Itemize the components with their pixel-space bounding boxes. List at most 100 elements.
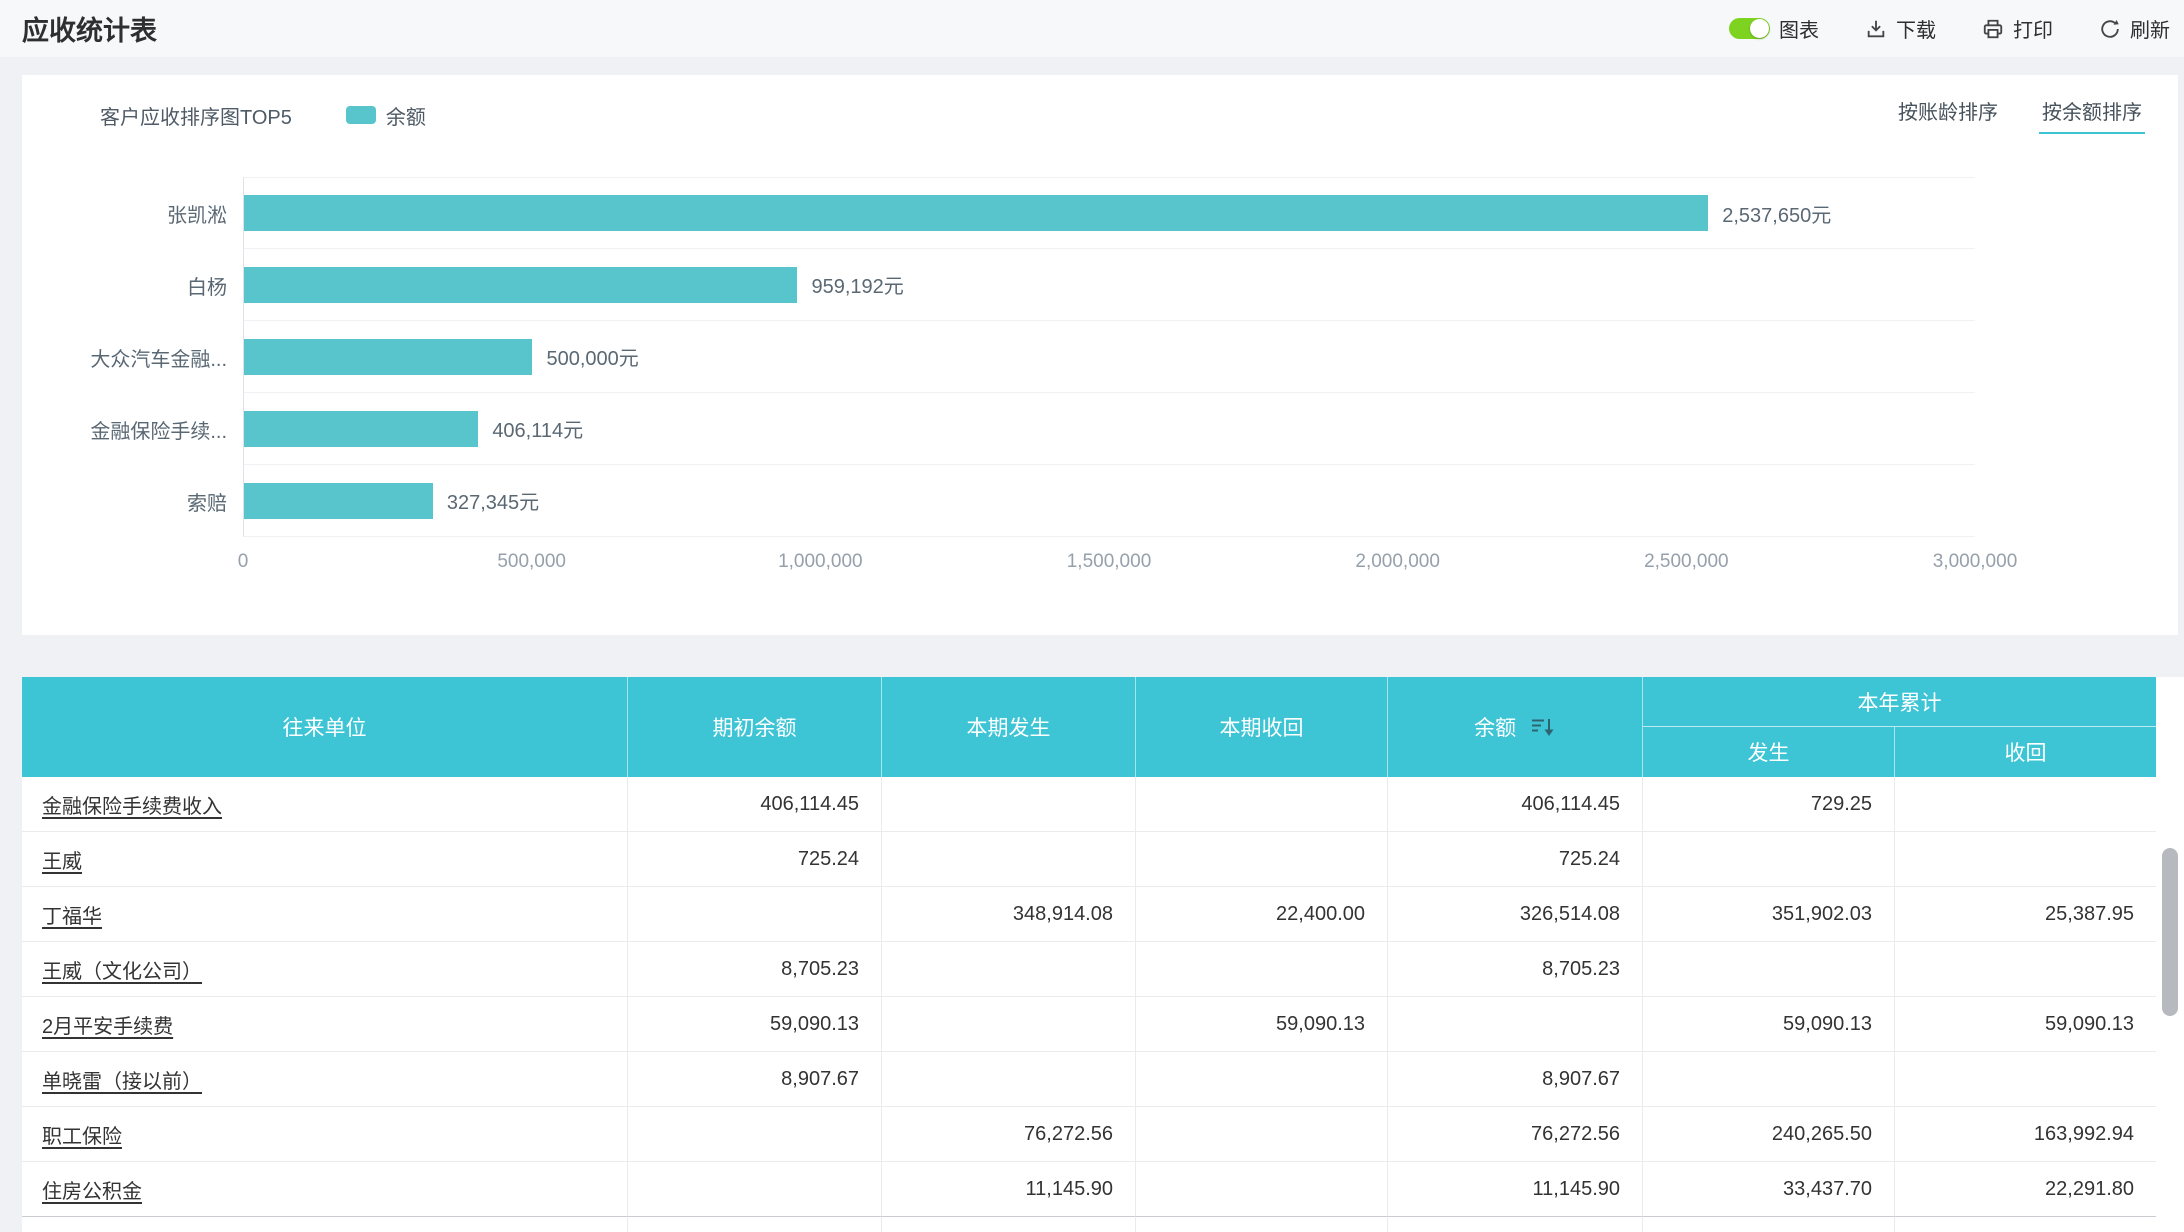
cell-unit: 丁福华 xyxy=(22,887,628,942)
cell-ytd-incurred xyxy=(1643,832,1895,887)
unit-link[interactable]: 王威（文化公司） xyxy=(42,960,202,983)
unit-link[interactable]: 2月平安手续费 xyxy=(42,1015,174,1038)
chart-panel: 客户应收排序图TOP5 余额 按账龄排序 按余额排序 张凯淞 2,537,650元白… xyxy=(22,75,2178,635)
cell-period-received xyxy=(1136,832,1388,887)
scrollbar-thumb[interactable] xyxy=(2162,848,2178,1016)
download-button[interactable]: 下载 xyxy=(1865,14,1936,43)
bar-row: 大众汽车金融... 500,000元 xyxy=(22,321,2178,393)
cell-opening-balance: 8,705.23 xyxy=(628,942,882,997)
refresh-button[interactable]: 刷新 xyxy=(2099,14,2170,43)
x-axis-tick: 1,000,000 xyxy=(778,551,863,572)
unit-link[interactable]: 单晓雷（接以前） xyxy=(42,1070,202,1093)
cell-unit: 住房公积金 xyxy=(22,1162,628,1217)
cell-opening-balance: 725.24 xyxy=(628,832,882,887)
bar-track: 327,345元 xyxy=(243,465,1975,537)
bar-fill xyxy=(244,266,798,303)
chart-toggle-switch[interactable] xyxy=(1729,18,1770,39)
cell-period-received: 59,090.13 xyxy=(1136,997,1388,1052)
cell-ytd-received: 22,291.80 xyxy=(1895,1162,2156,1217)
table-row-partial xyxy=(22,1217,2156,1232)
table-row: 单晓雷（接以前） 8,907.67 8,907.67 xyxy=(22,1052,2156,1107)
sort-tab-by-aging[interactable]: 按账龄排序 xyxy=(1898,102,1998,124)
cell-period-incurred xyxy=(882,1052,1136,1107)
cell-unit: 2月平安手续费 xyxy=(22,997,628,1052)
cell-opening-balance: 406,114.45 xyxy=(628,777,882,832)
chart-toggle-group[interactable]: 图表 xyxy=(1729,14,1819,43)
cell-ytd-incurred: 351,902.03 xyxy=(1643,887,1895,942)
unit-link[interactable]: 职工保险 xyxy=(42,1125,122,1148)
unit-link[interactable]: 丁福华 xyxy=(42,905,102,928)
cell-ytd-received: 25,387.95 xyxy=(1895,887,2156,942)
chart-legend: 余额 xyxy=(345,101,426,130)
table-row: 金融保险手续费收入 406,114.45 406,114.45 729.25 xyxy=(22,777,2156,832)
header-ytd-incurred: 发生 xyxy=(1643,727,1895,777)
cell-ytd-incurred xyxy=(1643,1052,1895,1107)
receivables-table: 往来单位 期初余额 本期发生 本期收回 余额 xyxy=(22,677,2156,1232)
bar-track: 406,114元 xyxy=(243,393,1975,465)
header-balance-label: 余额 xyxy=(1474,717,1517,740)
cell-unit: 王威（文化公司） xyxy=(22,942,628,997)
bar-category-label: 金融保险手续... xyxy=(90,420,227,443)
bar-chart-rows: 张凯淞 2,537,650元 白杨 959,192元 大众汽车金融... 500,000元… xyxy=(22,177,2178,537)
cell-empty xyxy=(882,1217,1136,1232)
bar-chart: 张凯淞 2,537,650元 白杨 959,192元 大众汽车金融... 500,000元… xyxy=(22,177,2178,579)
refresh-icon xyxy=(2101,19,2119,38)
cell-empty xyxy=(1643,1217,1895,1232)
cell-period-incurred xyxy=(882,777,1136,832)
cell-ytd-received xyxy=(1895,942,2156,997)
cell-period-received xyxy=(1136,777,1388,832)
cell-empty xyxy=(22,1217,628,1232)
unit-link[interactable]: 住房公积金 xyxy=(42,1180,142,1203)
cell-ytd-incurred: 59,090.13 xyxy=(1643,997,1895,1052)
cell-period-incurred: 76,272.56 xyxy=(882,1107,1136,1162)
header-unit: 往来单位 xyxy=(22,677,628,777)
print-button[interactable]: 打印 xyxy=(1982,14,2053,43)
cell-ytd-received: 163,992.94 xyxy=(1895,1107,2156,1162)
cell-balance: 76,272.56 xyxy=(1388,1107,1643,1162)
bar-row: 索赔 327,345元 xyxy=(22,465,2178,537)
cell-opening-balance xyxy=(628,887,882,942)
table-scrollbar xyxy=(2156,677,2184,1232)
cell-ytd-received xyxy=(1895,832,2156,887)
sort-tabs: 按账龄排序 按余额排序 xyxy=(1895,96,2145,134)
bar-value-label: 327,345元 xyxy=(446,492,540,514)
chart-toggle-label: 图表 xyxy=(1779,20,1819,42)
bar-value-label: 500,000元 xyxy=(546,348,639,370)
cell-ytd-incurred: 729.25 xyxy=(1643,777,1895,832)
cell-unit: 单晓雷（接以前） xyxy=(22,1052,628,1107)
sort-descending-icon xyxy=(1531,719,1554,736)
top-bar: 应收统计表 图表 下载 打印 刷新 xyxy=(0,0,2184,57)
header-ytd-received: 收回 xyxy=(1895,727,2156,777)
chart-header: 客户应收排序图TOP5 余额 按账龄排序 按余额排序 xyxy=(22,75,2178,134)
cell-period-received xyxy=(1136,1052,1388,1107)
cell-period-received xyxy=(1136,1162,1388,1217)
cell-balance: 11,145.90 xyxy=(1388,1162,1643,1217)
table-row: 住房公积金 11,145.90 11,145.90 33,437.70 22,291.8… xyxy=(22,1162,2156,1217)
x-axis-tick: 1,500,000 xyxy=(1066,551,1152,572)
cell-balance: 8,705.23 xyxy=(1388,942,1643,997)
cell-period-incurred xyxy=(882,832,1136,887)
bar-row: 金融保险手续... 406,114元 xyxy=(22,393,2178,465)
cell-balance: 326,514.08 xyxy=(1388,887,1643,942)
cell-opening-balance: 59,090.13 xyxy=(628,997,882,1052)
cell-ytd-received xyxy=(1895,777,2156,832)
cell-unit: 王威 xyxy=(22,832,628,887)
cell-empty xyxy=(628,1217,882,1232)
cell-balance: 725.24 xyxy=(1388,832,1643,887)
unit-link[interactable]: 王威 xyxy=(42,850,82,873)
unit-link[interactable]: 金融保险手续费收入 xyxy=(42,795,222,818)
cell-unit: 金融保险手续费收入 xyxy=(22,777,628,832)
sort-tab-by-balance[interactable]: 按余额排序 xyxy=(2039,96,2145,134)
table-row: 丁福华 348,914.08 22,400.00 326,514.08 351,902.… xyxy=(22,887,2156,942)
x-axis-tick: 3,000,000 xyxy=(1932,551,2018,572)
cell-unit: 职工保险 xyxy=(22,1107,628,1162)
chart-title: 客户应收排序图TOP5 xyxy=(100,106,292,129)
bar-track: 2,537,650元 xyxy=(243,177,1975,249)
header-balance-sort[interactable]: 余额 xyxy=(1388,677,1643,777)
header-period-received: 本期收回 xyxy=(1136,677,1388,777)
cell-ytd-received xyxy=(1895,1052,2156,1107)
x-axis-tick: 2,500,000 xyxy=(1644,551,1729,572)
cell-ytd-incurred: 240,265.50 xyxy=(1643,1107,1895,1162)
cell-ytd-incurred xyxy=(1643,942,1895,997)
cell-balance xyxy=(1388,997,1643,1052)
